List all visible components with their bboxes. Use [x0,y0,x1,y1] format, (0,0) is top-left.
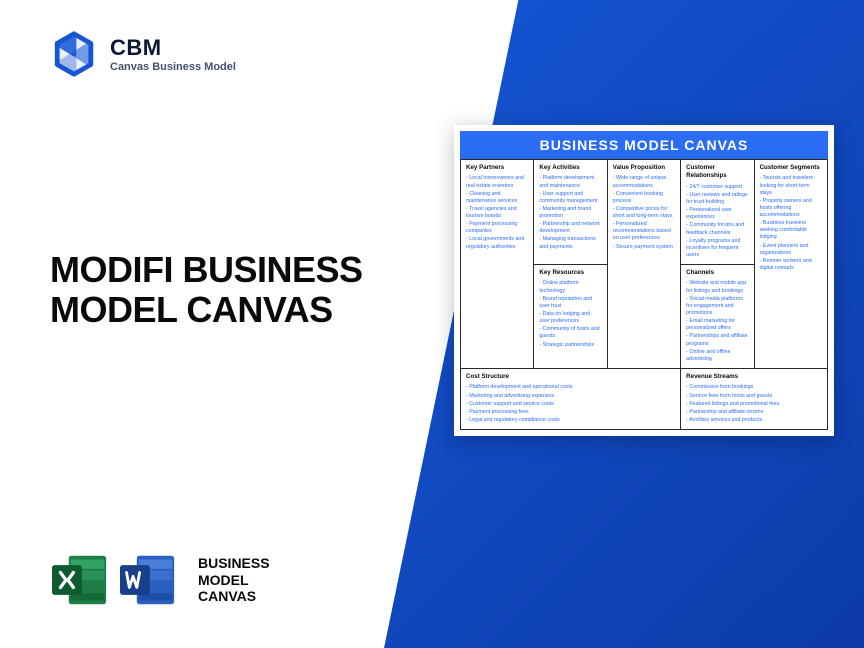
cell-cust-rel: Customer Relationships- 24/7 customer su… [681,160,754,265]
brand-tagline: Canvas Business Model [110,61,236,73]
cell-cust-seg: Customer Segments- Tourists and traveler… [754,160,827,369]
cell-revenue: Revenue Streams- Commission from booking… [681,369,828,430]
word-icon [118,552,178,608]
brand-block: CBM Canvas Business Model [50,30,236,78]
canvas-preview-card: BUSINESS MODEL CANVAS Key Partners- Loca… [454,125,834,436]
apps-label-line: CANVAS [198,588,270,605]
cell-value-prop: Value Proposition- Wide range of unique … [607,160,680,369]
cell-key-partners: Key Partners- Local homeowners and real … [461,160,534,369]
page-headline: MODIFI BUSINESS MODEL CANVAS [50,250,430,331]
cell-channels: Channels- Website and mobile app for lis… [681,265,754,369]
apps-label-line: BUSINESS [198,555,270,572]
bmc-table: Key Partners- Local homeowners and real … [460,159,828,430]
cell-key-activities: Key Activities- Platform development and… [534,160,607,265]
cell-key-res: Key Resources- Online platform technolog… [534,265,607,369]
brand-short: CBM [110,35,236,61]
apps-label: BUSINESS MODEL CANVAS [198,555,270,605]
canvas-title: BUSINESS MODEL CANVAS [460,131,828,159]
brand-logo-icon [50,30,98,78]
excel-icon [50,552,110,608]
app-icons-row: BUSINESS MODEL CANVAS [50,552,270,608]
apps-label-line: MODEL [198,572,270,589]
cell-cost: Cost Structure- Platform development and… [461,369,681,430]
